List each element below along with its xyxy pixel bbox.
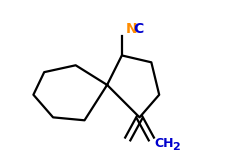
Text: N: N: [126, 22, 137, 36]
Text: CH: CH: [154, 137, 174, 150]
Text: 2: 2: [172, 142, 180, 152]
Text: C: C: [134, 22, 144, 36]
